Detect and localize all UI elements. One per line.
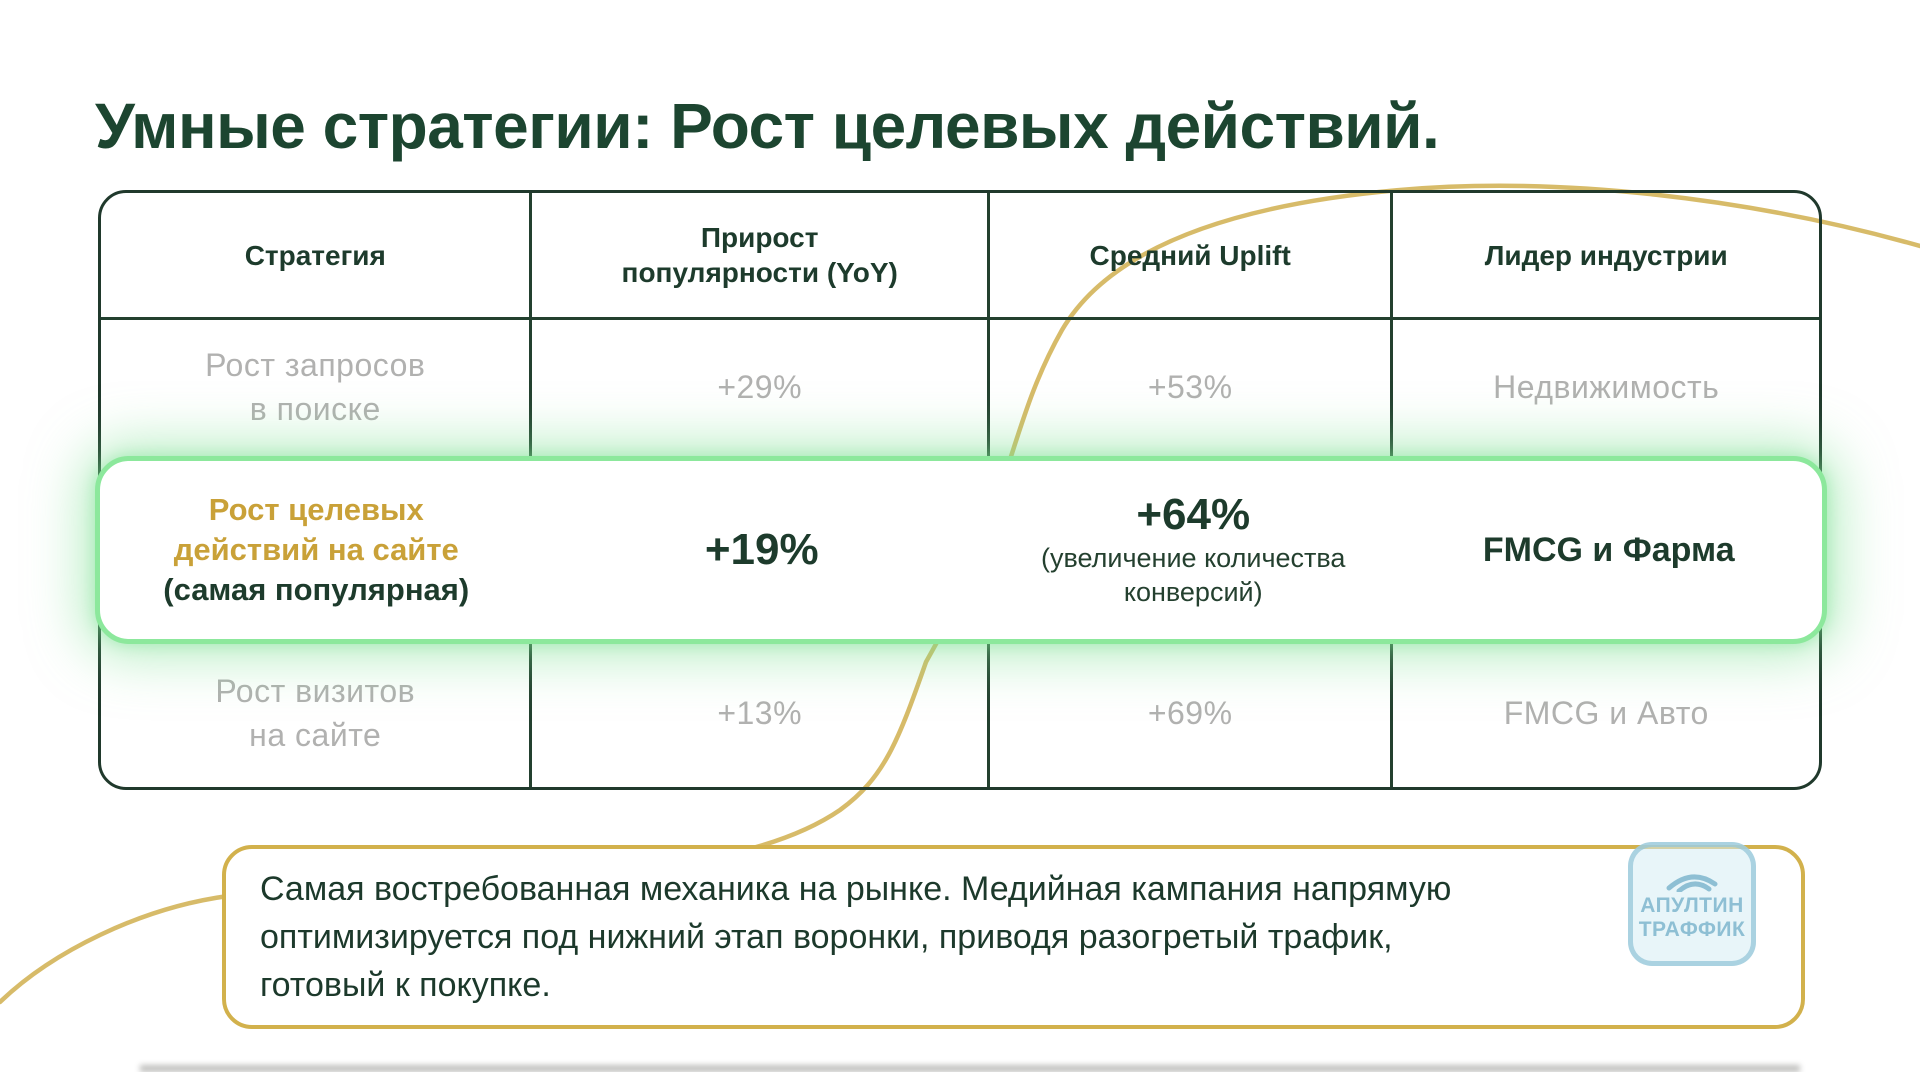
column-header-industry-leader-label: Лидер индустрии xyxy=(1484,239,1728,271)
growth-value: +19% xyxy=(704,525,819,574)
column-header-popularity-growth-label: Прирост популярности (YoY) xyxy=(621,222,898,288)
signal-waves-icon xyxy=(1666,874,1718,892)
strategy-name-gold: Рост целевых действий на сайте xyxy=(173,491,459,567)
cell-leader-site-visits: FMCG и Авто xyxy=(1503,694,1709,731)
column-header-strategy-label: Стратегия xyxy=(244,239,386,271)
cell-uplift-target-actions: +64% (увеличение количества конверсий) xyxy=(991,490,1396,610)
summary-callout-text: Самая востребованная механика на рынке. … xyxy=(260,869,1452,1005)
cell-leader-target-actions: FMCG и Фарма xyxy=(1395,531,1822,570)
watermark-text-line2: ТРАФФИК xyxy=(1638,918,1746,941)
uplift-value: +64% xyxy=(1136,490,1251,540)
leader-value: FMCG и Фарма xyxy=(1482,530,1735,569)
watermark-badge: АПУЛТИН ТРАФФИК xyxy=(1628,842,1756,966)
cell-leader-search-queries: Недвижимость xyxy=(1493,368,1720,405)
cell-growth-target-actions: +19% xyxy=(532,525,990,575)
column-header-strategy: Стратегия xyxy=(101,193,533,320)
cell-strategy-search-queries: Рост запросов в поиске xyxy=(101,320,533,455)
cell-strategy-site-visits: Рост визитов на сайте xyxy=(101,640,533,787)
column-header-popularity-growth: Прирост популярности (YoY) xyxy=(532,193,990,320)
bottom-edge-shadow xyxy=(140,1065,1800,1072)
column-header-industry-leader: Лидер индустрии xyxy=(1393,193,1819,320)
slide-title: Умные стратегии: Рост целевых действий. xyxy=(95,89,1440,162)
cell-growth-site-visits: +13% xyxy=(532,640,990,787)
strategies-table: Стратегия Прирост популярности (YoY) Сре… xyxy=(95,190,1827,790)
strategy-note: (самая популярная) xyxy=(163,572,470,608)
cell-growth-search-queries: +29% xyxy=(532,320,990,455)
watermark-text-line1: АПУЛТИН xyxy=(1640,893,1744,917)
uplift-note: (увеличение количества конверсий) xyxy=(1040,543,1346,607)
highlighted-row-target-actions: Рост целевых действий на сайте (самая по… xyxy=(95,456,1827,644)
column-header-average-uplift: Средний Uplift xyxy=(989,193,1394,320)
cell-strategy-target-actions: Рост целевых действий на сайте (самая по… xyxy=(100,490,532,611)
summary-callout: Самая востребованная механика на рынке. … xyxy=(222,845,1805,1029)
cell-uplift-search-queries: +53% xyxy=(990,320,1394,455)
column-header-average-uplift-label: Средний Uplift xyxy=(1089,239,1291,271)
cell-uplift-site-visits: +69% xyxy=(990,640,1394,787)
